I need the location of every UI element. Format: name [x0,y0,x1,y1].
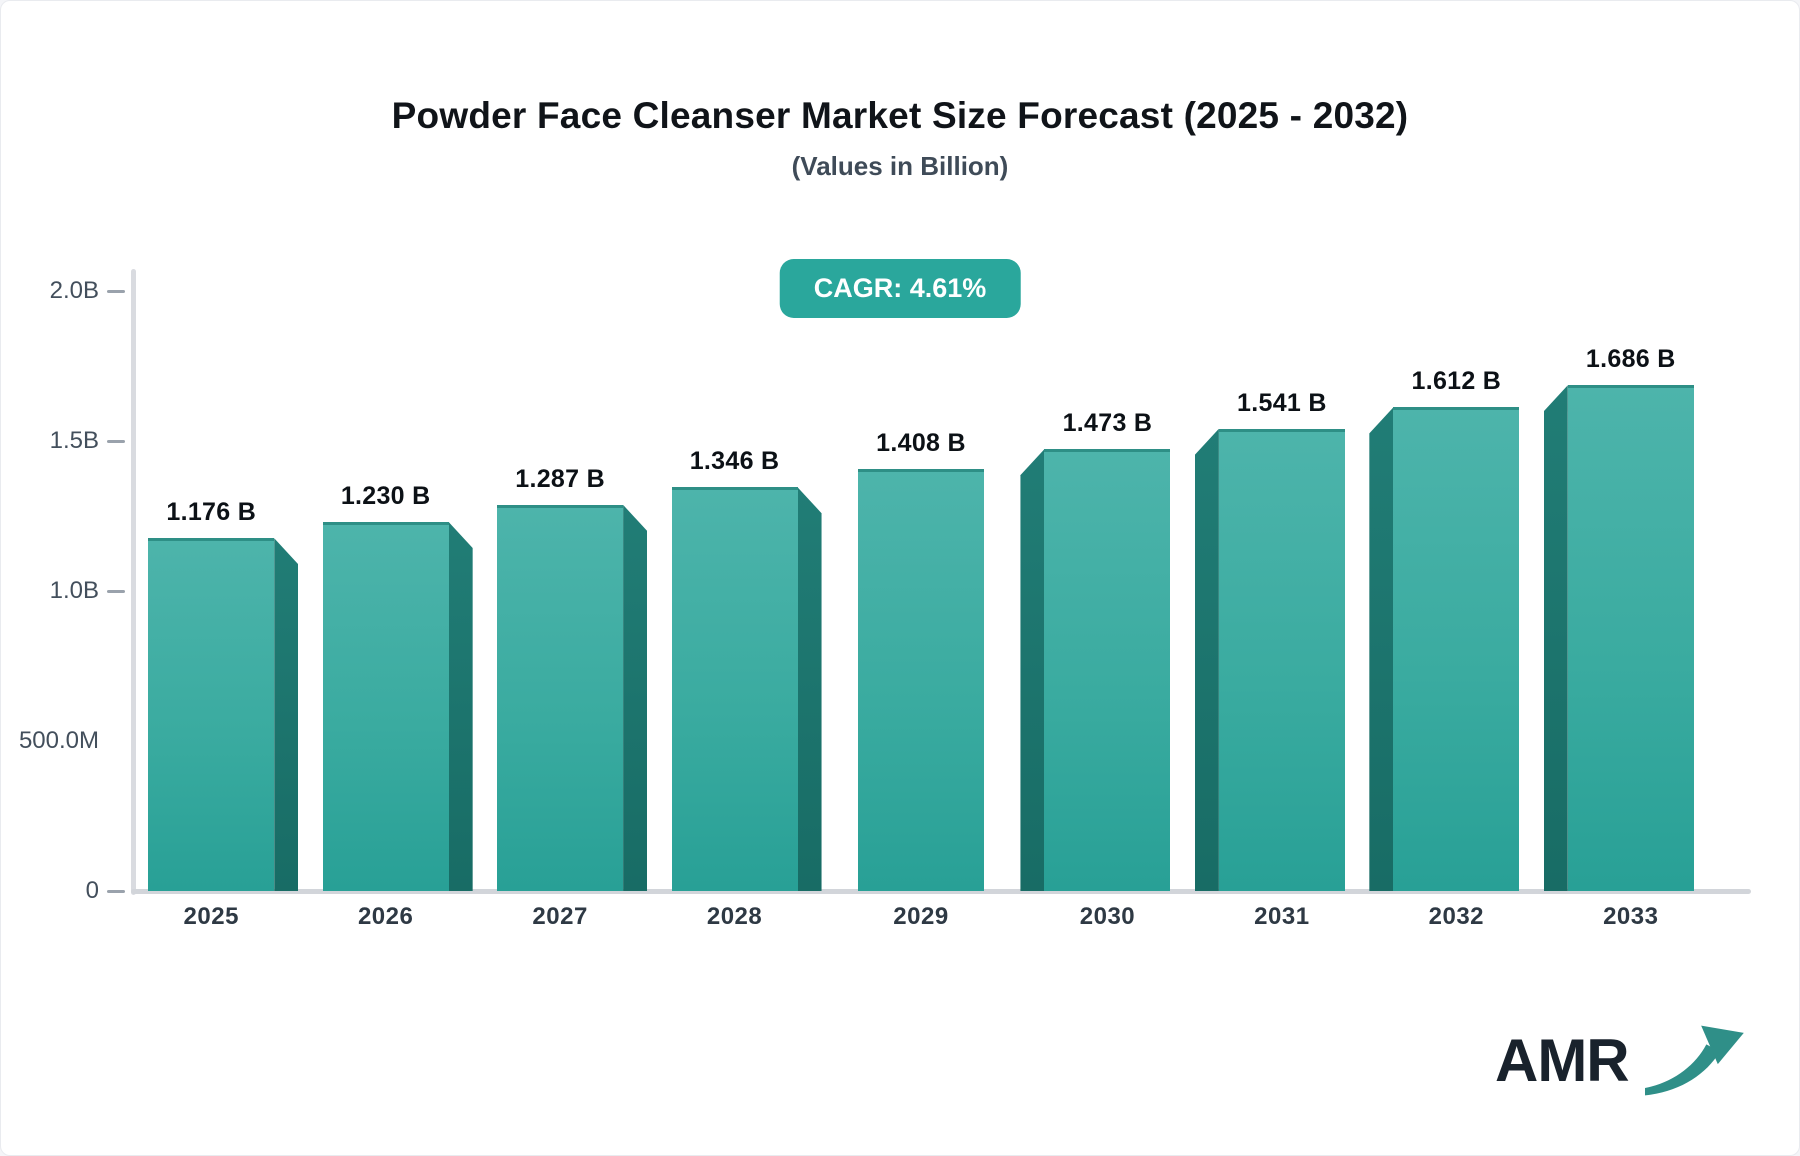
bar-value-label: 1.473 B [1062,409,1153,438]
bar-2033 [1567,385,1694,891]
y-tick-dash [107,590,125,593]
x-axis-label: 2026 [357,903,414,930]
bar-value-label: 1.287 B [515,464,605,493]
x-axis-label: 2031 [1254,903,1310,930]
bar-side-face [1543,385,1568,891]
y-tick-label: 1.5B [49,427,99,454]
y-tick-label: 1.0B [49,577,99,604]
bar-2032 [1393,407,1520,891]
bar-value-label: 1.686 B [1585,345,1676,374]
y-tick-label: 2.0B [49,277,99,304]
y-tick-dash [107,440,125,443]
bar-2029 [858,468,984,891]
bar-value-label: 1.346 B [689,447,780,476]
x-axis-line [131,889,1751,894]
y-tick-dash [107,290,125,293]
bar-2027 [497,504,624,891]
cagr-badge: CAGR: 4.61% [779,259,1021,318]
y-axis-line [131,269,136,895]
y-tick-label: 500.0M [18,727,99,754]
bar-side-face [1020,449,1045,891]
bar-side-face [448,522,473,891]
bar-side-face [1194,428,1219,891]
bar-side-face [623,504,648,891]
x-axis-label: 2032 [1428,903,1485,930]
bar-value-label: 1.612 B [1411,367,1502,396]
x-axis-label: 2029 [893,903,949,930]
bar-2031 [1218,428,1345,891]
x-axis-label: 2033 [1603,903,1659,930]
x-axis-label: 2028 [706,903,763,930]
y-tick-dash [107,890,125,893]
x-axis-label: 2030 [1079,903,1136,930]
y-tick-label: 0 [85,877,99,904]
bar-2026 [322,522,449,891]
bar-side-face [274,538,299,891]
growth-arrow-icon [1645,1025,1744,1096]
bar-value-label: 1.176 B [166,498,257,527]
chart-subtitle: (Values in Billion) [791,151,1009,181]
x-axis-label: 2027 [532,903,588,930]
chart-title: Powder Face Cleanser Market Size Forecas… [391,95,1409,136]
amr-logo-text: AMR [1495,1027,1630,1094]
bar-side-face [1369,407,1394,891]
bar-2030 [1044,449,1171,891]
bar-value-label: 1.408 B [876,428,966,457]
bar-2028 [671,487,798,891]
bar-side-face [797,487,822,891]
amr-logo: AMR [1495,1011,1755,1111]
bar-value-label: 1.541 B [1237,388,1327,417]
x-axis-label: 2025 [183,903,239,930]
bar-2025 [148,538,275,891]
bar-value-label: 1.230 B [340,482,431,510]
